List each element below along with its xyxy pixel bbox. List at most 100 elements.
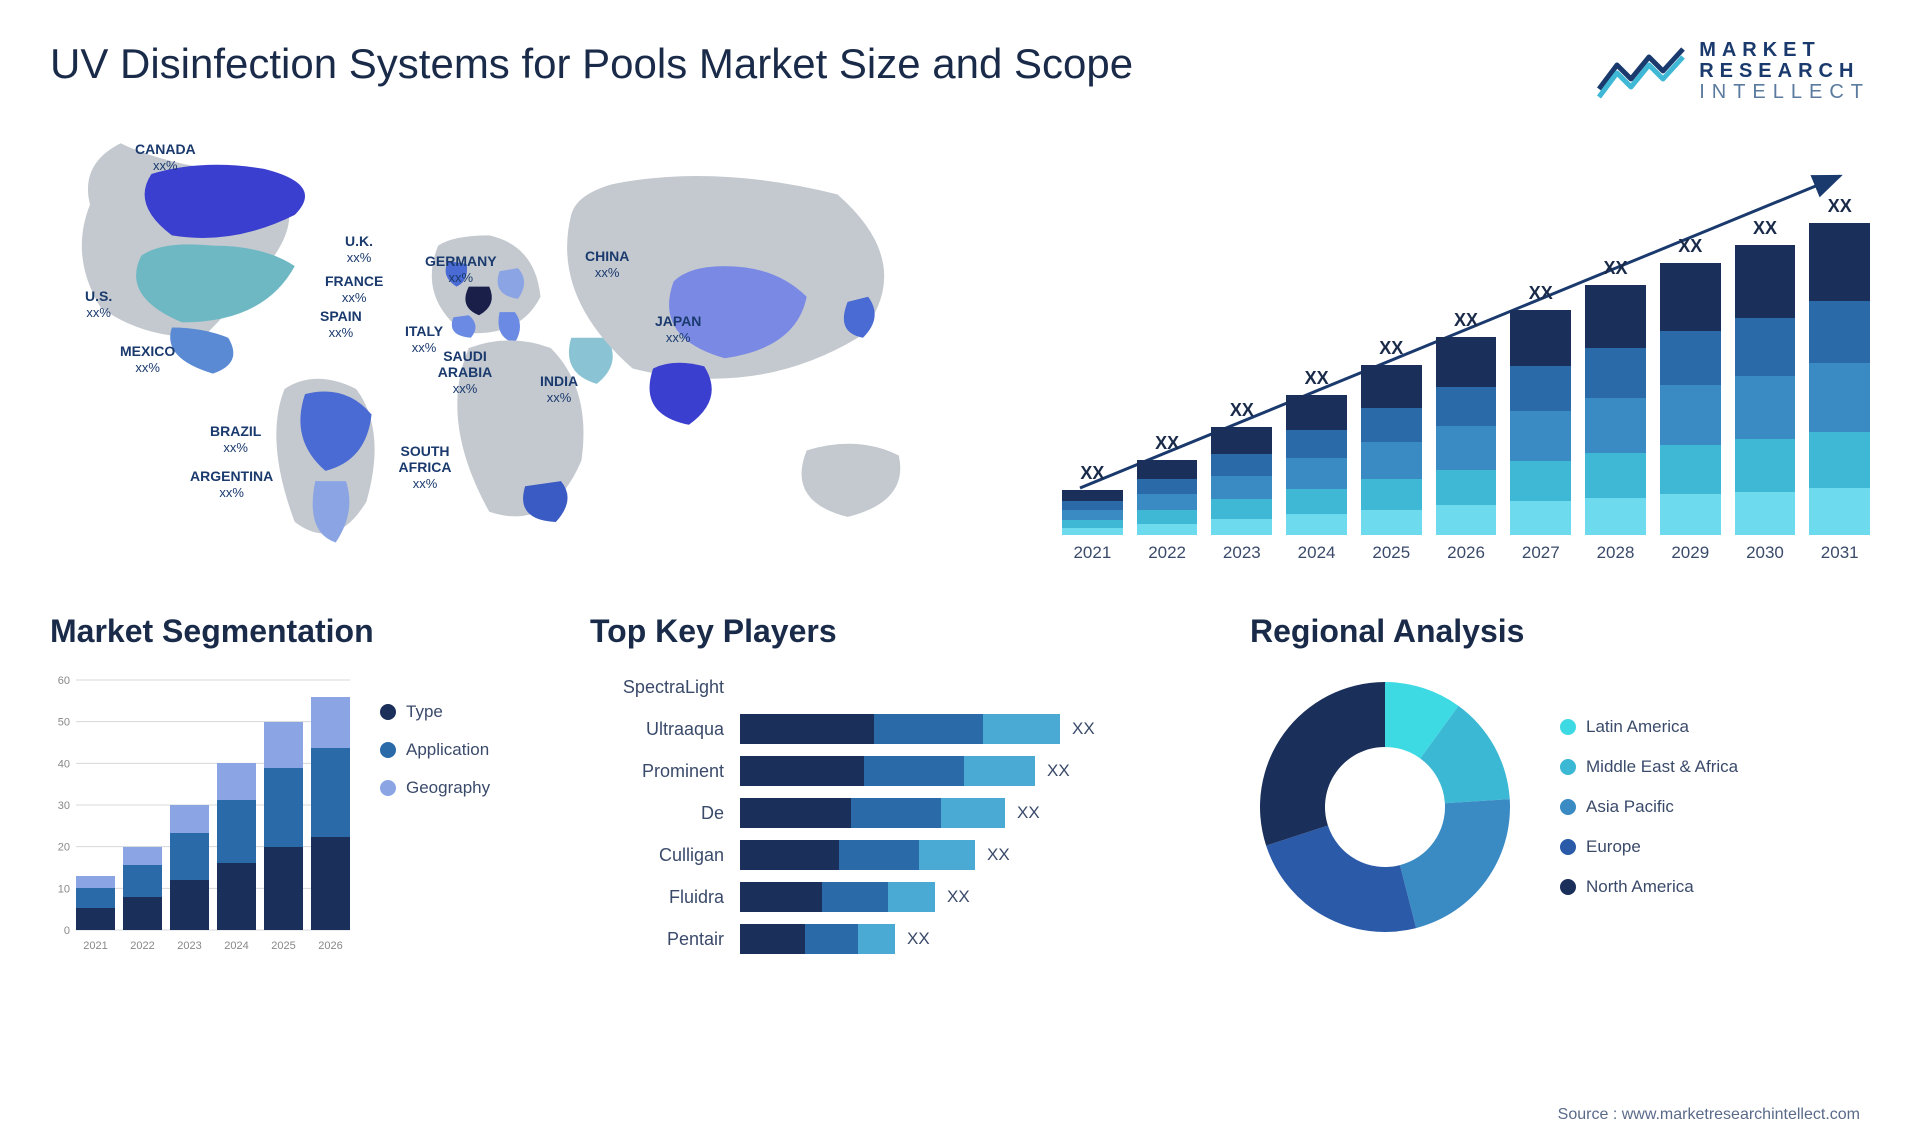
player-label: Pentair bbox=[590, 924, 724, 954]
growth-segment bbox=[1436, 470, 1497, 506]
map-label-canada: CANADAxx% bbox=[135, 141, 196, 174]
player-segment bbox=[740, 798, 851, 828]
growth-value-label: XX bbox=[1678, 236, 1702, 257]
seg-segment bbox=[217, 863, 256, 930]
logo-line-3: INTELLECT bbox=[1699, 82, 1870, 103]
growth-segment bbox=[1660, 385, 1721, 445]
donut-slice bbox=[1266, 826, 1416, 932]
growth-segment bbox=[1585, 285, 1646, 348]
growth-segment bbox=[1062, 490, 1123, 501]
growth-segment bbox=[1361, 510, 1422, 536]
player-segment bbox=[964, 756, 1035, 786]
player-value-label: XX bbox=[1047, 761, 1070, 781]
seg-segment bbox=[311, 697, 350, 748]
svg-text:50: 50 bbox=[58, 717, 70, 729]
seg-segment bbox=[170, 805, 209, 833]
growth-segment bbox=[1286, 514, 1347, 535]
growth-bar-2027: XX bbox=[1510, 283, 1571, 535]
growth-value-label: XX bbox=[1529, 283, 1553, 304]
map-label-u-s-: U.S.xx% bbox=[85, 288, 112, 321]
seg-year-label: 2021 bbox=[76, 940, 115, 952]
growth-year-label: 2027 bbox=[1510, 543, 1571, 563]
growth-segment bbox=[1361, 442, 1422, 479]
seg-year-label: 2026 bbox=[311, 940, 350, 952]
player-value-label: XX bbox=[1017, 803, 1040, 823]
legend-dot-icon bbox=[1560, 799, 1576, 815]
growth-segment bbox=[1062, 528, 1123, 535]
growth-segment bbox=[1436, 337, 1497, 387]
player-row: XX bbox=[740, 714, 1210, 744]
growth-segment bbox=[1585, 398, 1646, 453]
legend-label: Europe bbox=[1586, 837, 1641, 857]
regional-title: Regional Analysis bbox=[1250, 613, 1870, 650]
growth-value-label: XX bbox=[1828, 196, 1852, 217]
logo-line-2: RESEARCH bbox=[1699, 61, 1870, 82]
seg-segment bbox=[311, 748, 350, 837]
header: UV Disinfection Systems for Pools Market… bbox=[50, 40, 1870, 103]
player-row: XX bbox=[740, 798, 1210, 828]
seg-year-label: 2022 bbox=[123, 940, 162, 952]
seg-legend-item: Type bbox=[380, 702, 490, 722]
seg-segment bbox=[76, 888, 115, 909]
growth-year-label: 2022 bbox=[1137, 543, 1198, 563]
growth-year-label: 2023 bbox=[1211, 543, 1272, 563]
legend-label: Type bbox=[406, 702, 443, 722]
player-segment bbox=[740, 756, 864, 786]
legend-dot-icon bbox=[380, 742, 396, 758]
growth-segment bbox=[1660, 494, 1721, 535]
growth-segment bbox=[1286, 395, 1347, 430]
seg-segment bbox=[264, 768, 303, 847]
players-title: Top Key Players bbox=[590, 613, 1210, 650]
seg-legend-item: Application bbox=[380, 740, 490, 760]
seg-bar-2021 bbox=[76, 876, 115, 930]
growth-segment bbox=[1510, 461, 1571, 502]
player-segment bbox=[941, 798, 1005, 828]
player-row bbox=[740, 672, 1210, 702]
regional-legend-item: Latin America bbox=[1560, 717, 1738, 737]
growth-segment bbox=[1436, 387, 1497, 427]
growth-bar-2031: XX bbox=[1809, 196, 1870, 535]
growth-bar-2024: XX bbox=[1286, 368, 1347, 535]
seg-bar-2026 bbox=[311, 697, 350, 930]
growth-segment bbox=[1809, 223, 1870, 301]
player-value-label: XX bbox=[1072, 719, 1095, 739]
seg-bar-2025 bbox=[264, 722, 303, 930]
svg-text:30: 30 bbox=[58, 800, 70, 812]
player-segment bbox=[874, 714, 983, 744]
growth-year-label: 2025 bbox=[1361, 543, 1422, 563]
growth-year-label: 2030 bbox=[1735, 543, 1796, 563]
player-segment bbox=[839, 840, 919, 870]
map-label-japan: JAPANxx% bbox=[655, 313, 701, 346]
map-label-france: FRANCExx% bbox=[325, 273, 383, 306]
players-labels: SpectraLightUltraaquaProminentDeCulligan… bbox=[590, 672, 740, 954]
players-panel: Top Key Players SpectraLightUltraaquaPro… bbox=[590, 613, 1210, 993]
growth-segment bbox=[1510, 366, 1571, 411]
legend-label: Middle East & Africa bbox=[1586, 757, 1738, 777]
player-segment bbox=[805, 924, 858, 954]
segmentation-legend: TypeApplicationGeography bbox=[380, 672, 490, 952]
donut-slice bbox=[1260, 682, 1385, 846]
player-label: De bbox=[590, 798, 724, 828]
player-row: XX bbox=[740, 924, 1210, 954]
legend-dot-icon bbox=[1560, 879, 1576, 895]
growth-segment bbox=[1510, 501, 1571, 535]
growth-year-label: 2026 bbox=[1436, 543, 1497, 563]
logo-text: MARKET RESEARCH INTELLECT bbox=[1699, 40, 1870, 103]
growth-segment bbox=[1809, 363, 1870, 432]
map-label-brazil: BRAZILxx% bbox=[210, 423, 261, 456]
growth-segment bbox=[1361, 365, 1422, 408]
growth-segment bbox=[1361, 408, 1422, 442]
map-label-saudi-arabia: SAUDI ARABIAxx% bbox=[425, 348, 505, 397]
regional-legend: Latin AmericaMiddle East & AfricaAsia Pa… bbox=[1560, 717, 1738, 897]
player-bar bbox=[740, 840, 975, 870]
growth-bar-2028: XX bbox=[1585, 258, 1646, 535]
seg-segment bbox=[170, 880, 209, 930]
seg-segment bbox=[123, 847, 162, 865]
growth-bar-2025: XX bbox=[1361, 338, 1422, 535]
player-segment bbox=[919, 840, 975, 870]
growth-value-label: XX bbox=[1604, 258, 1628, 279]
growth-segment bbox=[1137, 510, 1198, 524]
growth-segment bbox=[1585, 453, 1646, 498]
player-segment bbox=[983, 714, 1060, 744]
player-label: SpectraLight bbox=[590, 672, 724, 702]
